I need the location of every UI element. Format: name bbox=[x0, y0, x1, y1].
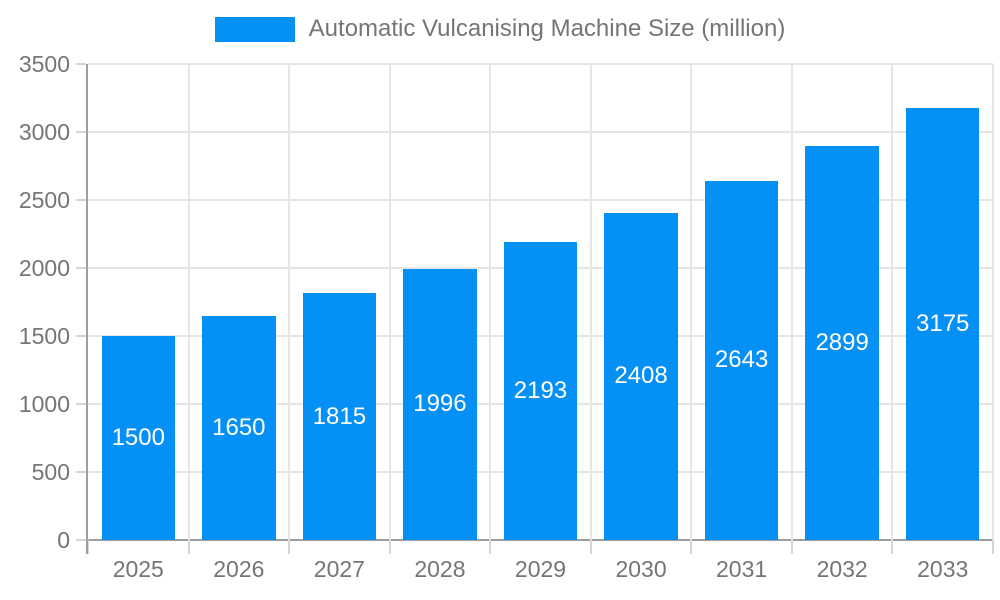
x-axis-tick bbox=[690, 540, 693, 554]
bar: 1500 bbox=[101, 336, 175, 540]
v-gridline bbox=[690, 64, 693, 540]
x-axis-label: 2029 bbox=[514, 556, 567, 582]
v-gridline bbox=[992, 64, 994, 540]
h-gridline bbox=[88, 131, 993, 133]
y-axis-line bbox=[86, 64, 88, 554]
bar-value-label: 2408 bbox=[614, 362, 668, 390]
x-axis-tick bbox=[187, 540, 190, 554]
bar: 1815 bbox=[302, 293, 377, 540]
x-axis-tick bbox=[790, 540, 793, 554]
x-axis-label: 2031 bbox=[716, 556, 768, 582]
bar-value-label: 1815 bbox=[312, 402, 367, 430]
y-axis-tick bbox=[76, 267, 86, 269]
y-axis-label: 1500 bbox=[18, 323, 70, 349]
bar-value-label: 3175 bbox=[916, 310, 970, 338]
legend: Automatic Vulcanising Machine Size (mill… bbox=[0, 15, 1000, 43]
x-axis-label: 2032 bbox=[816, 556, 868, 582]
legend-label: Automatic Vulcanising Machine Size (mill… bbox=[308, 15, 786, 42]
bar: 2899 bbox=[805, 145, 879, 540]
y-axis-tick bbox=[76, 539, 86, 541]
x-axis-tick bbox=[87, 540, 89, 554]
v-gridline bbox=[288, 64, 291, 540]
v-gridline bbox=[589, 64, 592, 540]
x-axis-tick bbox=[589, 540, 592, 554]
bar-value-label: 1500 bbox=[111, 424, 165, 451]
v-gridline bbox=[891, 64, 894, 540]
y-axis-label: 2000 bbox=[18, 255, 70, 281]
v-gridline bbox=[388, 64, 391, 540]
y-axis-tick bbox=[76, 131, 86, 133]
y-axis-label: 2500 bbox=[18, 187, 70, 213]
x-axis-tick bbox=[388, 540, 391, 554]
legend-swatch bbox=[214, 16, 295, 42]
x-axis-label: 2025 bbox=[112, 556, 164, 582]
h-gridline bbox=[88, 199, 993, 201]
y-axis-label: 3000 bbox=[18, 119, 70, 145]
bar: 2193 bbox=[503, 241, 578, 540]
y-axis-label: 3500 bbox=[18, 51, 70, 77]
y-axis-tick bbox=[76, 199, 86, 201]
bar-value-label: 2899 bbox=[815, 328, 869, 356]
y-axis-label: 500 bbox=[31, 459, 70, 485]
y-axis-tick bbox=[76, 403, 86, 405]
bar-value-label: 2193 bbox=[513, 376, 568, 404]
bar: 1650 bbox=[202, 315, 276, 540]
x-axis-label: 2033 bbox=[917, 556, 969, 582]
x-axis-label: 2030 bbox=[615, 556, 667, 582]
bar: 3175 bbox=[906, 108, 980, 540]
bar-value-label: 1996 bbox=[413, 390, 467, 418]
x-axis-tick bbox=[891, 540, 894, 554]
bar-value-label: 2643 bbox=[714, 346, 769, 374]
y-axis-tick bbox=[76, 63, 86, 65]
y-axis-label: 0 bbox=[57, 527, 70, 553]
x-axis-label: 2028 bbox=[414, 556, 466, 582]
v-gridline bbox=[489, 64, 492, 540]
y-axis-label: 1000 bbox=[18, 391, 70, 417]
x-axis-tick bbox=[489, 540, 492, 554]
bar: 2643 bbox=[704, 180, 779, 540]
x-axis-line bbox=[88, 539, 993, 541]
y-axis-tick bbox=[76, 335, 86, 337]
bar: 2408 bbox=[604, 212, 678, 540]
bar-value-label: 1650 bbox=[212, 413, 266, 441]
bar: 1996 bbox=[403, 268, 477, 540]
x-axis-label: 2026 bbox=[213, 556, 265, 582]
x-axis-tick bbox=[992, 540, 994, 554]
h-gridline bbox=[88, 63, 993, 65]
plot-area: 0 500 1000 1500 2000 2500 3000 3500 1500 2025 1650… bbox=[19, 51, 994, 582]
x-axis-label: 2027 bbox=[313, 556, 365, 582]
x-axis-tick bbox=[288, 540, 291, 554]
v-gridline bbox=[790, 64, 793, 540]
y-axis-tick bbox=[76, 471, 86, 473]
v-gridline bbox=[187, 64, 190, 540]
